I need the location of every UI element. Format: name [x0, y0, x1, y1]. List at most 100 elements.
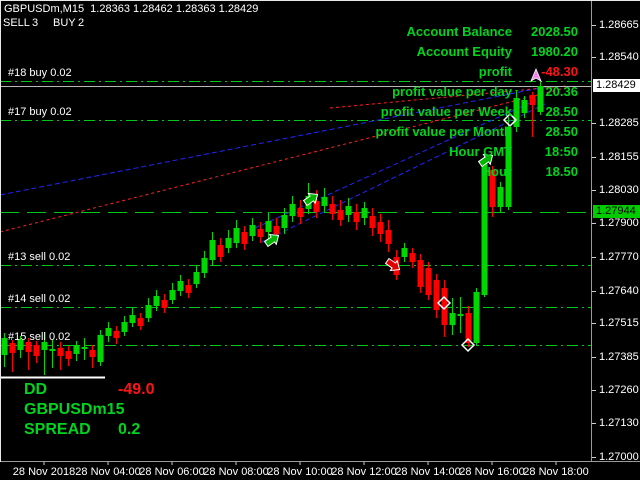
bull-candle [449, 313, 456, 325]
time-tick-mark [363, 462, 365, 465]
price-tick-mark [592, 157, 596, 158]
info-row-label: profit value per Month [375, 124, 513, 139]
info-row-label: Hour [481, 164, 512, 179]
info-row-value: 2028.50 [531, 24, 578, 39]
info-row-label: profit value per Week [380, 104, 512, 119]
window-border-left [0, 0, 1, 462]
drawdown-value: -49.0 [118, 381, 155, 398]
info-row-label: profit value per day [392, 84, 512, 99]
close-diamond-marker [436, 295, 452, 311]
info-row-value: 18.50 [545, 164, 578, 179]
bull-candle [321, 197, 328, 206]
bear-candle [417, 260, 424, 287]
price-tick-mark [592, 223, 596, 224]
bear-candle [529, 95, 536, 105]
red-trend-line [0, 87, 566, 233]
buy-positions-count: 2 [78, 17, 85, 29]
bear-candle [89, 350, 96, 357]
info-row-label: Account Balance [406, 24, 512, 39]
bear-candle [353, 212, 360, 222]
bull-candle [41, 342, 48, 350]
bull-candle [169, 290, 176, 300]
time-tick-mark [427, 462, 429, 465]
time-tick-mark [491, 462, 493, 465]
price-tick-mark [592, 457, 596, 458]
time-tick-mark [555, 462, 557, 465]
bull-candle [1, 338, 8, 355]
bull-candle [265, 221, 272, 232]
bull-candle [73, 345, 80, 354]
bear-candle [409, 253, 416, 262]
info-row-label: Hour GMT [449, 144, 512, 159]
level-price-box: 1.27944 [593, 205, 640, 218]
price-tick-label: 1.27130 [599, 417, 639, 429]
price-tick-mark [592, 291, 596, 292]
bull-candle [401, 248, 408, 257]
info-row-value: 28.50 [545, 104, 578, 119]
time-tick-label: 28 Nov 10:00 [267, 466, 333, 478]
price-axis[interactable]: 1.28665 1.28540 1.28285 1.28155 1.28030 1.279… [591, 0, 640, 463]
bear-candle [161, 300, 168, 308]
bear-candle [257, 229, 264, 237]
chart-title: GBPUSDm,M15 1.28363 1.28462 1.28363 1.28… [4, 3, 259, 15]
price-tick-label: 1.27515 [599, 317, 639, 329]
blue-trend-line [254, 95, 546, 229]
bull-candle [121, 322, 128, 332]
bear-candle [425, 268, 432, 295]
bull-candle [81, 347, 88, 349]
sell-positions-count: 3 [32, 17, 39, 29]
bull-candle [17, 340, 24, 350]
bear-candle [137, 318, 144, 326]
bull-candle [497, 187, 504, 207]
bear-candle [25, 342, 32, 352]
time-axis[interactable]: 28 Nov 2018 28 Nov 04:00 28 Nov 06:00 28 No… [0, 461, 640, 480]
bull-candle [193, 272, 200, 284]
price-tick-mark [592, 57, 596, 58]
price-tick-mark [592, 257, 596, 258]
bear-candle [489, 170, 496, 207]
bull-candle [457, 314, 464, 316]
price-tick-label: 1.28155 [599, 151, 639, 163]
bear-candle [369, 216, 376, 228]
time-tick-mark [235, 462, 237, 465]
price-tick-label: 1.28030 [599, 184, 639, 196]
bear-candle [217, 245, 224, 257]
bull-candle [97, 335, 104, 362]
info-row-label: Account Equity [416, 44, 512, 59]
bear-candle [433, 280, 440, 310]
time-tick-label: 28 Nov 06:00 [139, 466, 205, 478]
time-tick-mark [43, 462, 45, 465]
info-row-value: 1980.20 [531, 44, 578, 59]
price-tick-mark [592, 357, 596, 358]
blue-trend-line [261, 103, 546, 243]
info-row-label: profit [478, 64, 512, 79]
time-tick-label: 28 Nov 16:00 [459, 466, 525, 478]
bear-candle [65, 351, 72, 359]
blue-trend-line [0, 86, 546, 196]
bear-candle [377, 222, 384, 234]
time-tick-label: 28 Nov 08:00 [203, 466, 269, 478]
symbol-timeframe-label: GBPUSDm15 [24, 401, 125, 418]
bull-candle [281, 215, 288, 228]
price-chart[interactable] [0, 0, 591, 461]
close-diamond-marker [502, 112, 518, 128]
time-tick-label: 28 Nov 12:00 [331, 466, 397, 478]
price-tick-mark [592, 190, 596, 191]
time-tick-label: 28 Nov 14:00 [395, 466, 461, 478]
bear-candle [337, 210, 344, 220]
buy-arrow-marker [302, 192, 319, 207]
window-border-top [0, 0, 640, 1]
bull-candle [361, 208, 368, 218]
info-row-value: -48.30 [541, 64, 578, 79]
price-tick-mark [592, 323, 596, 324]
bear-candle [313, 201, 320, 212]
bull-candle [105, 328, 112, 336]
bear-candle [273, 226, 280, 234]
bear-candle [33, 345, 40, 356]
bull-candle [513, 98, 520, 127]
buy-arrow-marker [263, 233, 280, 248]
info-row-value: 20.36 [545, 84, 578, 99]
bear-candle [9, 343, 16, 353]
bear-candle [329, 204, 336, 214]
price-tick-label: 1.28665 [599, 19, 639, 31]
